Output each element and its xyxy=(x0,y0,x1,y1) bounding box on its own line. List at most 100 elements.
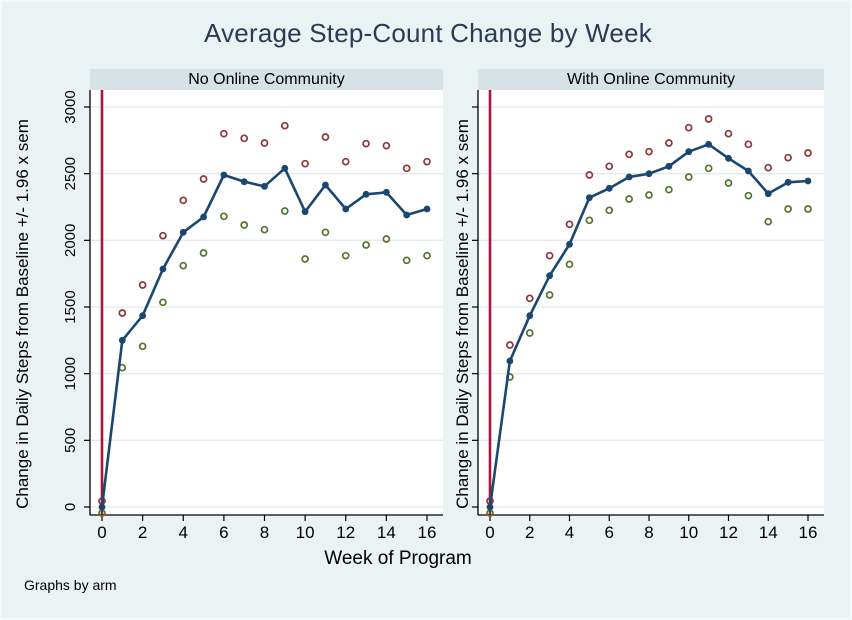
x-tick-label: 2 xyxy=(138,523,147,542)
mean-marker xyxy=(486,503,494,511)
panel-with-online-community: With Online Community 0 2 4 6 8 10 12 14 16 xyxy=(472,69,824,550)
lower-ci-marker xyxy=(565,260,574,269)
lower-ci-marker xyxy=(704,164,713,173)
mean-marker xyxy=(179,228,187,236)
upper-ci-marker xyxy=(565,220,574,229)
upper-ci-marker xyxy=(382,141,391,150)
upper-ci-marker xyxy=(159,231,167,240)
y-axis-title-left: Change in Daily Steps from Baseline +/- … xyxy=(13,119,32,509)
x-tick-label: 8 xyxy=(644,523,653,542)
lower-ci-marker xyxy=(665,185,673,194)
mean-marker xyxy=(605,184,613,192)
upper-ci-marker xyxy=(280,121,289,130)
lower-ci-marker xyxy=(545,291,554,299)
mean-marker xyxy=(403,211,411,219)
lower-ci-marker xyxy=(301,255,309,263)
lower-ci-marker xyxy=(179,261,188,270)
mean-marker xyxy=(625,173,633,181)
upper-ci-marker xyxy=(645,147,653,156)
upper-ci-marker xyxy=(724,129,733,138)
mean-marker xyxy=(98,503,106,511)
upper-ci-marker xyxy=(545,251,554,260)
mean-marker xyxy=(159,265,167,273)
upper-ci-marker xyxy=(506,341,514,349)
mean-marker xyxy=(362,190,370,198)
upper-ci-marker xyxy=(260,139,269,147)
plot-area-right: 0 2 4 6 8 10 12 14 16 xyxy=(472,90,824,542)
plot-area-left: 0 500 1000 1500 2000 2500 3000 0 2 4 6 8 10 12 14 16 xyxy=(62,90,443,542)
mean-marker xyxy=(118,336,126,344)
x-tick-label: 16 xyxy=(418,523,437,542)
y-tick-label: 1000 xyxy=(62,357,79,390)
upper-ci-marker xyxy=(301,159,309,168)
lower-ci-marker xyxy=(645,191,653,199)
graphs-by-note: Graphs by arm xyxy=(24,577,117,593)
upper-ci-marker xyxy=(684,123,693,132)
mean-marker xyxy=(220,171,228,179)
mean-marker xyxy=(784,178,792,186)
x-tick-label: 12 xyxy=(719,523,738,542)
upper-ci-marker xyxy=(423,157,431,166)
x-tick-label: 16 xyxy=(799,523,818,542)
upper-ci-marker xyxy=(585,171,594,179)
upper-ci-marker xyxy=(744,140,753,149)
lower-ci-marker xyxy=(764,217,773,226)
lower-ci-marker xyxy=(724,179,733,187)
lower-ci-marker xyxy=(744,191,753,200)
lower-ci-marker xyxy=(341,251,350,260)
upper-ci-marker xyxy=(199,175,208,183)
lower-ci-marker xyxy=(260,225,269,234)
mean-marker xyxy=(322,181,329,189)
mean-marker xyxy=(665,162,673,170)
lower-ci-marker xyxy=(525,329,534,337)
lower-ci-marker xyxy=(159,298,167,307)
lower-ci-marker xyxy=(402,256,411,265)
lower-ci-marker xyxy=(804,205,812,213)
mean-marker xyxy=(804,177,812,185)
upper-ci-marker xyxy=(605,162,614,171)
lower-ci-marker xyxy=(784,205,792,213)
upper-ci-marker xyxy=(804,149,812,157)
plot-background xyxy=(90,90,443,515)
x-tick-label: 14 xyxy=(377,523,396,542)
y-axis-title-right: Change in Daily Steps from Baseline +/- … xyxy=(453,119,472,509)
x-axis-title: Week of Program xyxy=(324,548,472,569)
x-tick-label: 10 xyxy=(679,523,698,542)
y-tick-label: 2000 xyxy=(62,224,79,257)
upper-ci-marker xyxy=(764,163,773,172)
upper-ci-marker xyxy=(402,164,411,173)
x-tick-label: 10 xyxy=(296,523,315,542)
lower-ci-marker xyxy=(362,241,370,249)
y-tick-label: 0 xyxy=(62,503,79,511)
mean-marker xyxy=(585,194,593,202)
upper-ci-marker xyxy=(118,309,127,317)
mean-marker xyxy=(423,205,431,213)
lower-ci-marker xyxy=(240,221,249,229)
chart-title: Average Step-Count Change by Week xyxy=(204,18,652,48)
panel-header-left: No Online Community xyxy=(90,69,443,90)
panel-no-online-community: No Online Community 0 500 1000 1500 2000 2500… xyxy=(62,69,443,550)
mean-marker xyxy=(139,312,147,320)
upper-ci-marker xyxy=(179,196,188,205)
x-tick-label: 6 xyxy=(605,523,614,542)
lower-ci-marker xyxy=(605,206,614,215)
lower-ci-marker xyxy=(382,235,391,243)
mean-marker xyxy=(645,170,653,178)
x-tick-label: 0 xyxy=(97,523,106,542)
lower-ci-marker xyxy=(423,251,431,260)
lower-ci-marker xyxy=(585,216,594,225)
mean-marker xyxy=(546,272,554,280)
x-tick-label: 4 xyxy=(565,523,574,542)
x-tick-label: 0 xyxy=(485,523,494,542)
lower-ci-marker xyxy=(321,228,330,237)
upper-ci-marker xyxy=(704,115,713,123)
upper-ci-marker xyxy=(525,294,534,303)
lower-ci-marker xyxy=(280,207,289,215)
lower-ci-marker xyxy=(199,249,208,257)
upper-ci-marker xyxy=(321,133,330,141)
x-tick-label: 6 xyxy=(219,523,228,542)
panel-header-right: With Online Community xyxy=(478,69,824,90)
mean-marker xyxy=(566,240,573,248)
mean-marker xyxy=(382,188,390,196)
